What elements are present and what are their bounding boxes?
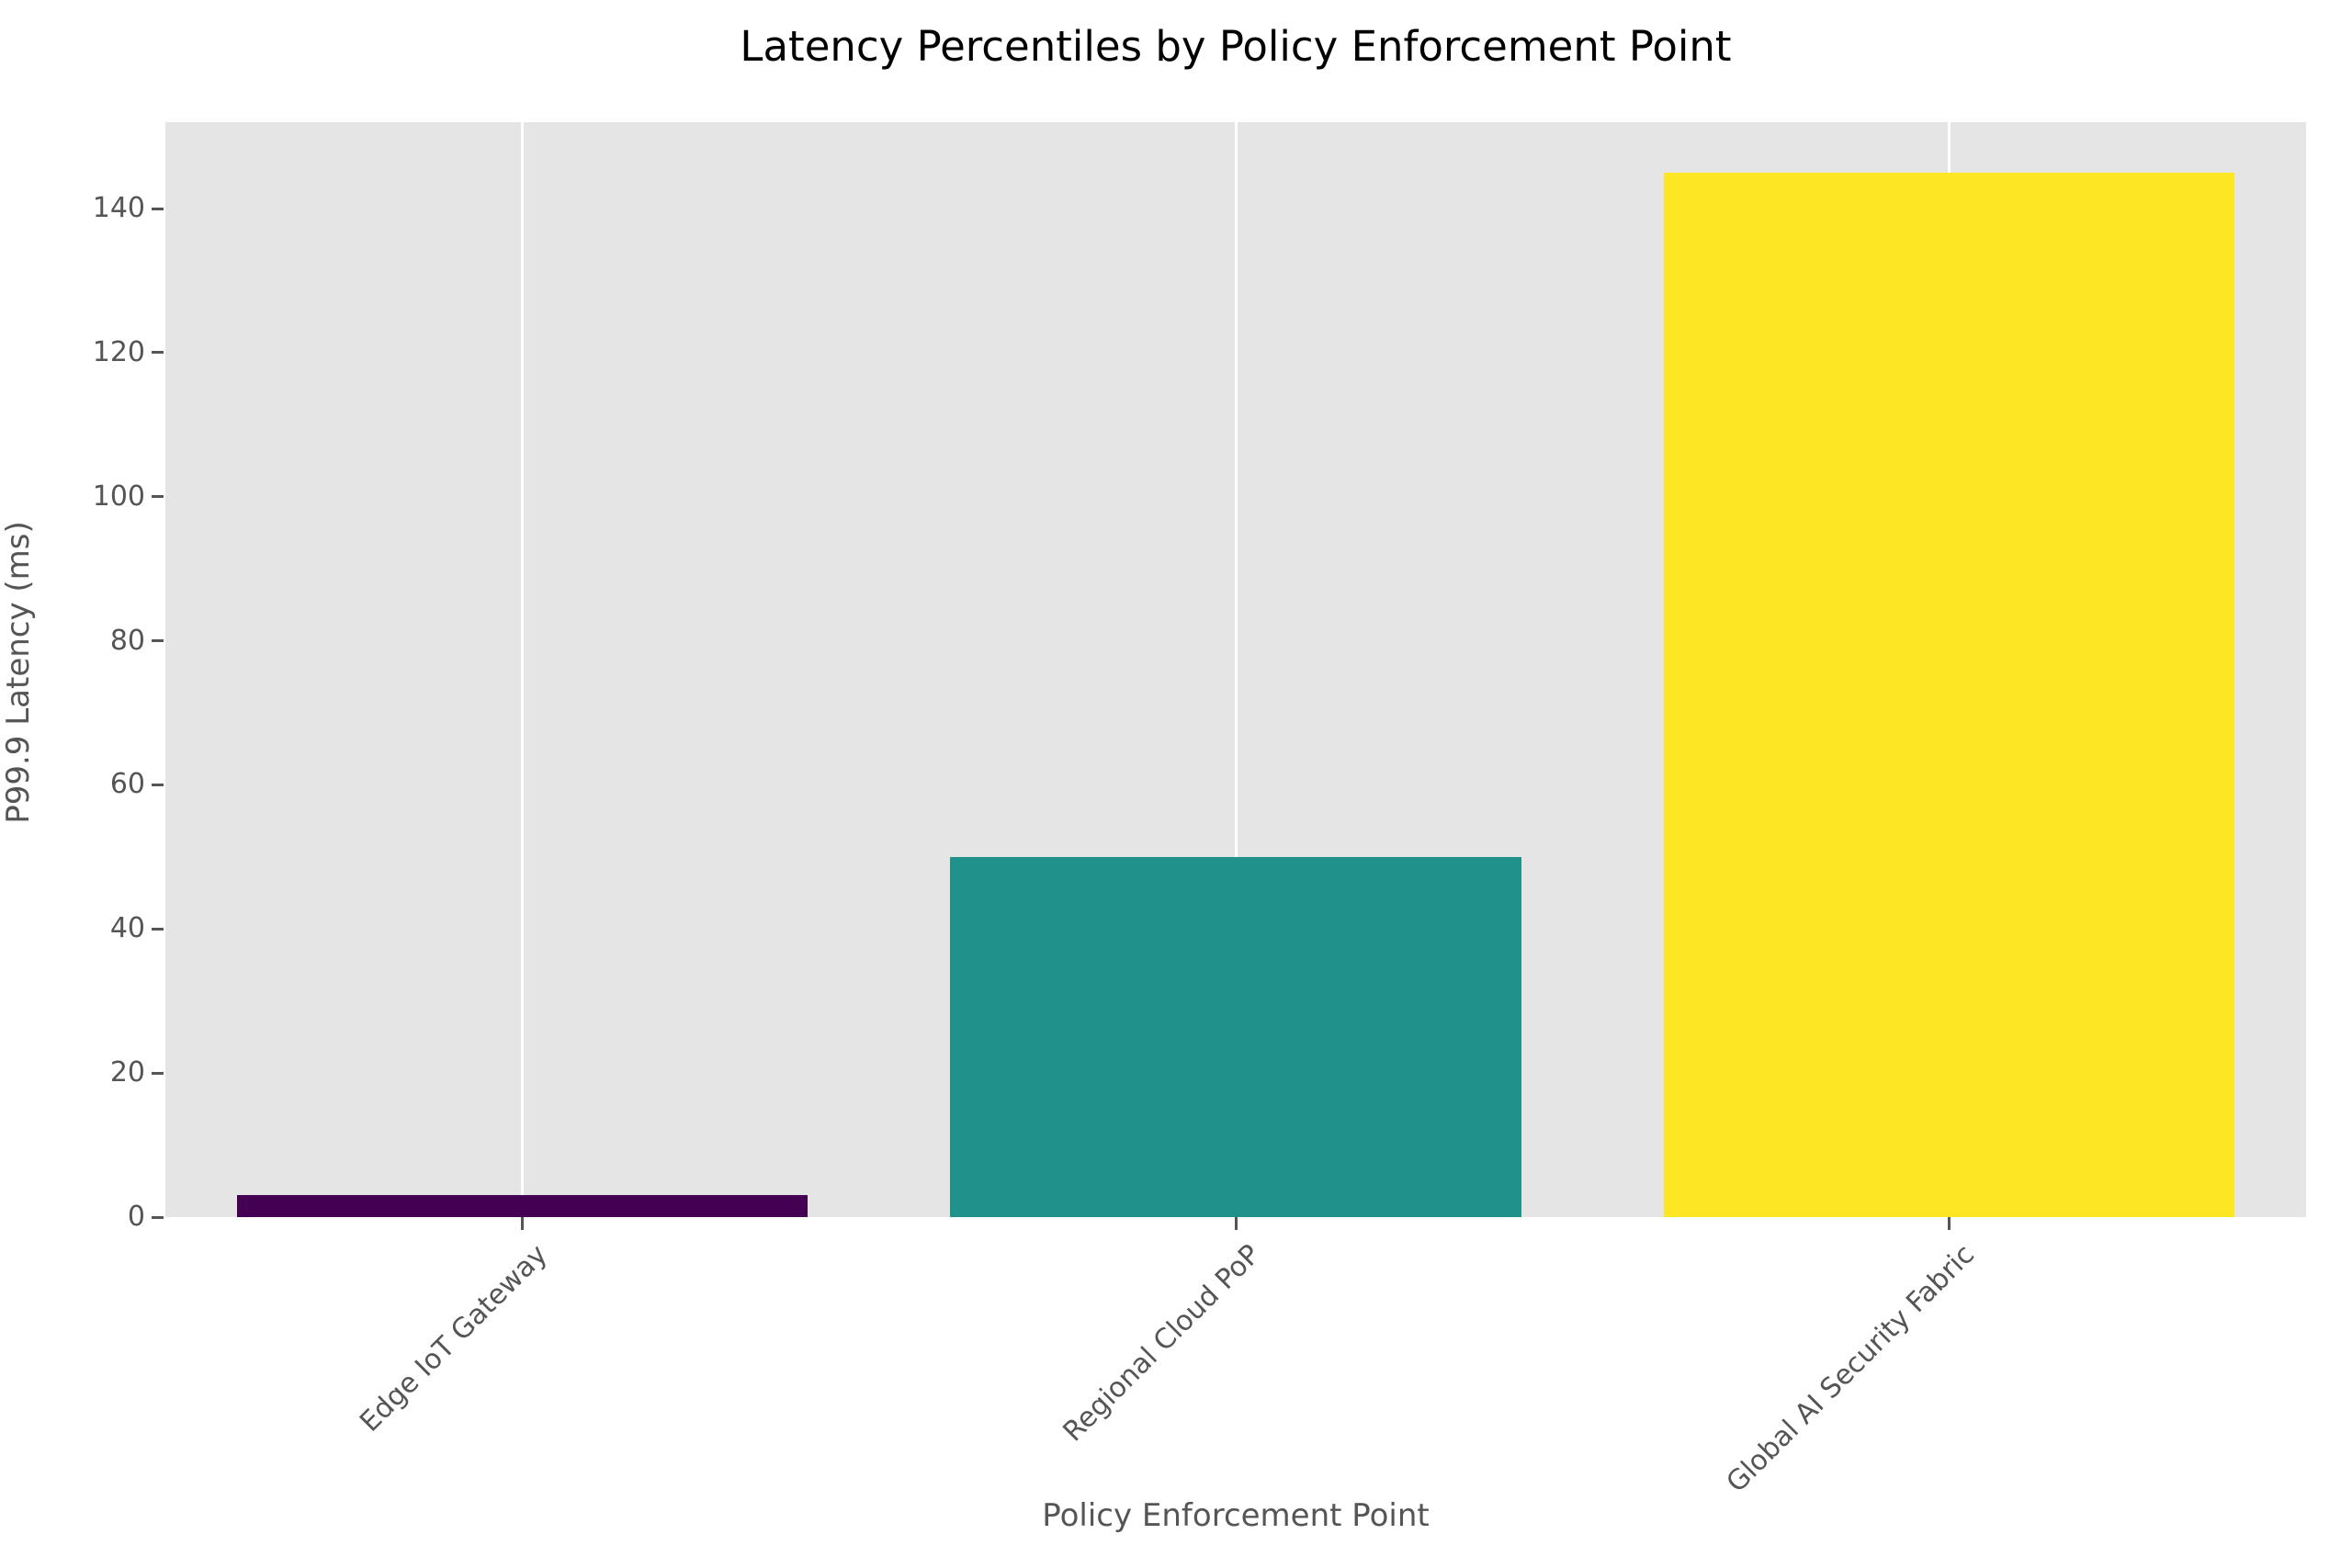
x-tick-mark <box>520 1217 524 1230</box>
y-tick-mark <box>152 351 164 355</box>
y-tick-label: 20 <box>109 1056 145 1089</box>
bar-global-ai-security-fabric <box>1664 172 2235 1217</box>
x-tick-mark <box>1948 1217 1951 1230</box>
x-tick-label: Edge IoT Gateway <box>353 1238 554 1438</box>
y-tick-mark <box>152 927 164 931</box>
x-tick-label: Regional Cloud PoP <box>1057 1238 1268 1449</box>
y-tick-label: 100 <box>92 479 145 513</box>
x-axis-label: Policy Enforcement Point <box>1042 1497 1430 1534</box>
y-tick-label: 40 <box>109 912 145 945</box>
chart-title: Latency Percentiles by Policy Enforcemen… <box>740 22 1732 71</box>
x-tick-label: Global AI Security Fabric <box>1720 1238 1981 1499</box>
y-tick-mark <box>152 639 164 643</box>
y-tick-label: 140 <box>92 192 145 225</box>
y-tick-label: 60 <box>109 768 145 801</box>
y-tick-label: 120 <box>92 335 145 368</box>
gridline-vertical <box>520 122 524 1217</box>
y-tick-mark <box>152 1071 164 1075</box>
x-tick-mark <box>1234 1217 1238 1230</box>
y-tick-label: 80 <box>109 624 145 657</box>
y-tick-mark <box>152 1215 164 1219</box>
y-tick-mark <box>152 783 164 786</box>
y-tick-label: 0 <box>127 1201 145 1233</box>
plot-area <box>165 122 2306 1217</box>
gridline-vertical <box>1234 122 1238 1217</box>
bar-edge-iot-gateway <box>236 1195 808 1217</box>
y-tick-mark <box>152 207 164 210</box>
y-tick-mark <box>152 495 164 499</box>
bar-regional-cloud-pop <box>950 856 1521 1217</box>
y-axis-label: P99.9 Latency (ms) <box>0 521 37 824</box>
